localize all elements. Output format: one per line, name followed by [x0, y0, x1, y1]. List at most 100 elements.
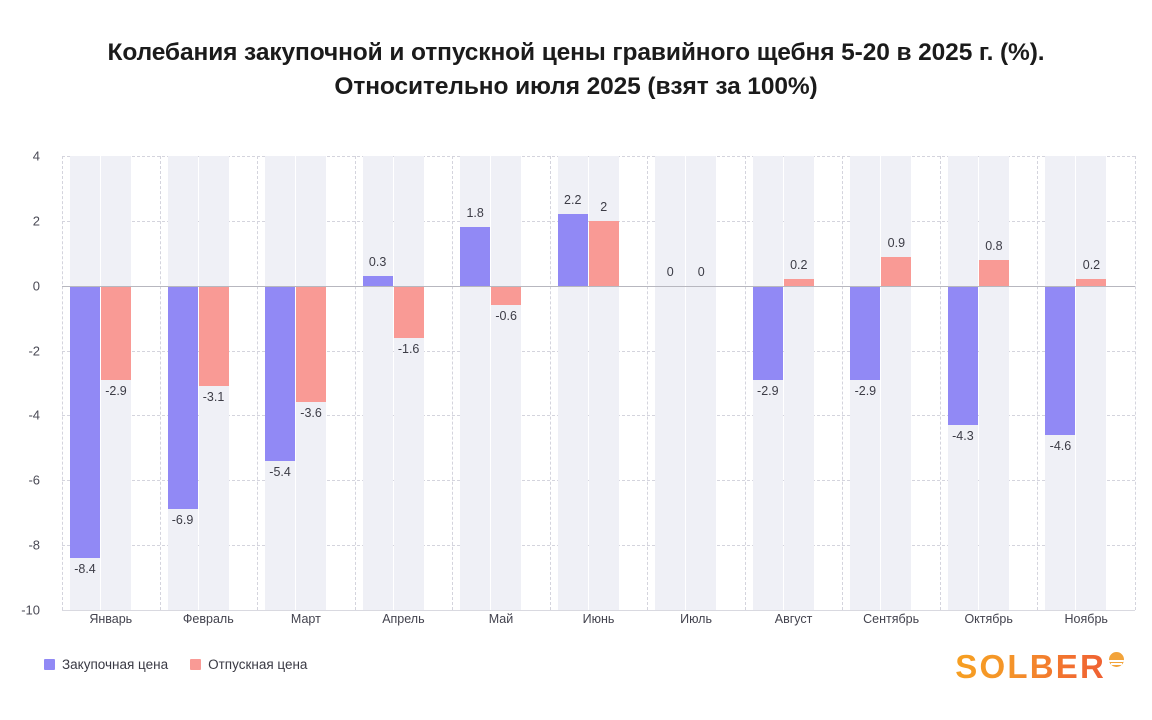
page-title: Колебания закупочной и отпускной цены гр…: [0, 36, 1152, 104]
x-axis-tick-label: Март: [290, 612, 321, 626]
bar-value-label: 0: [697, 264, 705, 279]
bar-group: -2.9 0.2: [745, 156, 843, 610]
bar-value-label: 0.3: [368, 254, 387, 269]
column-band: [978, 156, 1009, 610]
y-axis-tick-label: 2: [32, 213, 40, 229]
bar-value-label: 0: [666, 264, 674, 279]
bar[interactable]: [588, 220, 619, 286]
bar[interactable]: [557, 214, 588, 286]
title-line-1: Колебания закупочной и отпускной цены гр…: [107, 39, 1045, 66]
gridline-vertical: [62, 156, 63, 610]
bar[interactable]: [198, 285, 229, 387]
bar-group: 1.8 -0.6: [452, 156, 550, 610]
column-band: [655, 156, 686, 610]
bar[interactable]: [70, 285, 100, 559]
bar-group: 2.2 2: [550, 156, 648, 610]
bar[interactable]: [296, 285, 327, 403]
column-band: [881, 156, 912, 610]
bar[interactable]: [460, 227, 491, 286]
bar[interactable]: [881, 256, 912, 286]
bar[interactable]: [752, 285, 783, 380]
y-axis-tick-label: -6: [28, 472, 40, 488]
bar[interactable]: [167, 285, 198, 510]
bar[interactable]: [783, 279, 814, 286]
logo-wordmark: SOLBER: [955, 648, 1106, 685]
gridline-vertical: [939, 156, 941, 610]
column-band: [1076, 156, 1107, 610]
bar-value-label: -8.4: [74, 562, 96, 577]
x-axis-tick-label: Август: [774, 612, 813, 626]
bar-group: -8.4 -2.9: [62, 156, 160, 610]
gridline-vertical: [257, 156, 259, 610]
column-band: [686, 156, 717, 610]
gridline-vertical: [1037, 156, 1039, 610]
bar-group: -2.9 0.9: [842, 156, 940, 610]
gridline-vertical: [744, 156, 746, 610]
bar-value-label: 0.2: [790, 258, 808, 273]
legend-color-swatch: [190, 659, 202, 670]
bar-group: 0.3 -1.6: [355, 156, 453, 610]
bar-value-label: -4.3: [952, 429, 974, 444]
column-band: [362, 156, 393, 610]
bar[interactable]: [101, 285, 131, 380]
bar-value-label: -3.6: [300, 406, 322, 421]
x-axis-tick-label: Октябрь: [964, 612, 1013, 626]
bar-group: -4.6 0.2: [1037, 156, 1135, 610]
legend-label: Отпускная цена: [208, 657, 308, 672]
x-axis-tick-label: Май: [488, 612, 514, 626]
gridline-vertical: [549, 156, 551, 610]
bar[interactable]: [850, 285, 881, 380]
bar[interactable]: [265, 285, 296, 461]
bar[interactable]: [1045, 285, 1076, 435]
bar-value-label: 0.2: [1082, 258, 1101, 273]
column-band: [850, 156, 881, 610]
bar[interactable]: [1076, 279, 1107, 286]
y-axis-tick-label: -4: [28, 407, 40, 423]
chart-legend: Закупочная цена Отпускная цена: [44, 657, 307, 672]
y-axis-tick-label: -2: [28, 343, 40, 359]
y-axis-tick-label: -10: [21, 602, 40, 618]
bar-value-label: 0.8: [985, 238, 1003, 253]
bar-value-label: -4.6: [1049, 438, 1072, 453]
bar[interactable]: [947, 285, 978, 426]
column-band: [101, 156, 131, 610]
gridline-vertical: [842, 156, 844, 610]
bar-value-label: -2.9: [757, 383, 779, 398]
bar-value-label: -6.9: [171, 513, 194, 528]
legend-color-swatch: [44, 659, 55, 670]
bar-value-label: -5.4: [269, 464, 291, 479]
legend-label: Закупочная цена: [62, 657, 169, 672]
x-axis-tick-label: Ноябрь: [1064, 612, 1108, 626]
column-band: [491, 156, 522, 610]
x-axis-tick-label: Июнь: [582, 612, 615, 626]
gridline-vertical: [647, 156, 649, 610]
globe-icon: [1109, 652, 1124, 667]
plot-area: 4 2 0 -2 -4 -6 -8 -10 -8.4 -2.9 -6.9 -3.1 -5.4 -3.6 0.…: [21, 149, 1136, 618]
x-axis-tick-label: Июль: [680, 612, 712, 626]
x-axis-tick-label: Февраль: [182, 612, 234, 626]
legend-item[interactable]: Закупочная цена: [44, 657, 168, 672]
chart-canvas: 4 2 0 -2 -4 -6 -8 -10 -8.4 -2.9 -6.9 -3.1 -5.4 -3.6 0.…: [0, 149, 1152, 626]
bar-group: -6.9 -3.1: [160, 156, 258, 610]
gridline-horizontal: [62, 610, 1135, 611]
gridline-vertical: [452, 156, 454, 610]
bar-value-label: 2: [600, 199, 608, 214]
bar[interactable]: [362, 275, 393, 286]
bar-group: -5.4 -3.6: [257, 156, 355, 610]
bar-value-label: 1.8: [466, 206, 484, 221]
y-axis-tick-label: 4: [32, 148, 40, 164]
bar[interactable]: [393, 285, 424, 338]
legend-item[interactable]: Отпускная цена: [190, 657, 307, 672]
bar-value-label: -2.9: [854, 383, 877, 398]
x-axis-tick-label: Сентябрь: [863, 612, 920, 626]
y-axis-tick-label: -8: [28, 537, 40, 553]
x-axis-tick-label: Апрель: [382, 612, 425, 626]
zero-axis-line: [62, 285, 1135, 287]
bar[interactable]: [491, 285, 522, 306]
gridline-vertical: [354, 156, 356, 610]
bar[interactable]: [978, 259, 1009, 286]
column-band: [393, 156, 424, 610]
bar-value-label: -0.6: [495, 309, 517, 324]
column-band: [783, 156, 814, 610]
